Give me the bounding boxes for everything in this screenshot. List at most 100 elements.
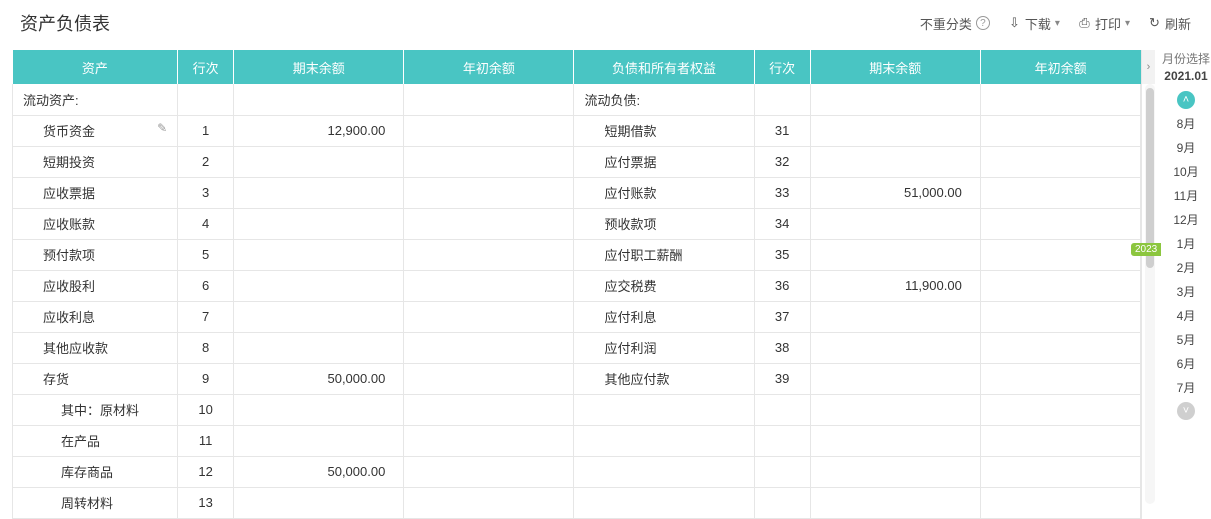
end-balance2-cell: 51,000.00 bbox=[810, 177, 980, 208]
end-balance-cell bbox=[234, 487, 404, 518]
download-button[interactable]: ⇩ 下载 ▾ bbox=[1008, 14, 1060, 33]
asset-cell: 其中：原材料 bbox=[13, 394, 178, 425]
table-row: 应收账款4预收款项34 bbox=[13, 208, 1141, 239]
chevron-down-icon: ▾ bbox=[1125, 18, 1130, 29]
begin-balance-cell bbox=[404, 487, 574, 518]
begin-balance-cell bbox=[404, 332, 574, 363]
refresh-button[interactable]: ↻ 刷新 bbox=[1148, 14, 1191, 33]
begin-balance-cell bbox=[404, 394, 574, 425]
month-item[interactable]: 7月 bbox=[1177, 378, 1196, 397]
month-selector-label: 月份选择 bbox=[1161, 48, 1211, 69]
vertical-scrollbar[interactable] bbox=[1145, 84, 1155, 504]
month-item[interactable]: 6月 bbox=[1177, 354, 1196, 373]
end-balance2-cell bbox=[810, 239, 980, 270]
begin-balance2-cell bbox=[980, 115, 1140, 146]
begin-balance-cell bbox=[404, 239, 574, 270]
line-cell bbox=[178, 84, 234, 115]
table-row: 应收利息7应付利息37 bbox=[13, 301, 1141, 332]
chevron-up-icon: ˄ bbox=[1183, 94, 1189, 106]
edit-icon[interactable]: ✎ bbox=[157, 121, 167, 135]
chevron-down-icon: ˅ bbox=[1183, 405, 1189, 417]
month-item[interactable]: 4月 bbox=[1177, 306, 1196, 325]
line2-cell bbox=[754, 84, 810, 115]
line-cell: 9 bbox=[178, 363, 234, 394]
month-item[interactable]: 10月 bbox=[1173, 162, 1198, 181]
balance-sheet-table: 资产 行次 期末余额 年初余额 负债和所有者权益 行次 期末余额 年初余额 流动… bbox=[12, 50, 1142, 519]
reclassify-toggle[interactable]: 不重分类 ? bbox=[920, 14, 990, 33]
month-item[interactable]: 5月 bbox=[1177, 330, 1196, 349]
end-balance-cell bbox=[234, 394, 404, 425]
liab-cell: 应交税费 bbox=[574, 270, 754, 301]
liab-cell: 流动负债: bbox=[574, 84, 754, 115]
begin-balance-cell bbox=[404, 115, 574, 146]
month-selector-year: 2021.01 bbox=[1161, 69, 1211, 87]
end-balance-cell: 12,900.00 bbox=[234, 115, 404, 146]
refresh-label: 刷新 bbox=[1165, 14, 1191, 33]
page-title: 资产负债表 bbox=[20, 10, 110, 36]
line2-cell: 34 bbox=[754, 208, 810, 239]
line-cell: 13 bbox=[178, 487, 234, 518]
table-row: 库存商品1250,000.00 bbox=[13, 456, 1141, 487]
begin-balance2-cell bbox=[980, 425, 1140, 456]
year-badge[interactable]: 2023 bbox=[1131, 243, 1161, 256]
line-cell: 1 bbox=[178, 115, 234, 146]
line-cell: 2 bbox=[178, 146, 234, 177]
col-line: 行次 bbox=[178, 50, 234, 84]
download-icon: ⇩ bbox=[1008, 15, 1021, 31]
begin-balance-cell bbox=[404, 84, 574, 115]
reclassify-label: 不重分类 bbox=[920, 14, 972, 33]
table-row: 短期投资2应付票据32 bbox=[13, 146, 1141, 177]
asset-cell: 库存商品 bbox=[13, 456, 178, 487]
scroll-right-button[interactable]: › bbox=[1141, 50, 1155, 84]
month-item[interactable]: 9月 bbox=[1177, 138, 1196, 157]
begin-balance-cell bbox=[404, 270, 574, 301]
asset-cell[interactable]: 货币资金✎ bbox=[13, 115, 178, 146]
begin-balance2-cell bbox=[980, 394, 1140, 425]
month-item[interactable]: 8月 bbox=[1177, 114, 1196, 133]
end-balance-cell bbox=[234, 208, 404, 239]
end-balance2-cell bbox=[810, 456, 980, 487]
begin-balance-cell bbox=[404, 301, 574, 332]
line2-cell: 37 bbox=[754, 301, 810, 332]
end-balance2-cell bbox=[810, 115, 980, 146]
month-item[interactable]: 11月 bbox=[1174, 186, 1198, 205]
print-button[interactable]: ⎙ 打印 ▾ bbox=[1078, 14, 1130, 33]
end-balance2-cell bbox=[810, 84, 980, 115]
month-item[interactable]: 2月 bbox=[1177, 258, 1196, 277]
end-balance2-cell bbox=[810, 363, 980, 394]
month-item[interactable]: 3月 bbox=[1177, 282, 1196, 301]
begin-balance-cell bbox=[404, 208, 574, 239]
end-balance-cell bbox=[234, 177, 404, 208]
line2-cell: 31 bbox=[754, 115, 810, 146]
begin-balance2-cell bbox=[980, 177, 1140, 208]
end-balance2-cell bbox=[810, 394, 980, 425]
begin-balance-cell bbox=[404, 146, 574, 177]
end-balance-cell bbox=[234, 84, 404, 115]
month-up-button[interactable]: ˄ bbox=[1177, 91, 1195, 109]
line2-cell: 32 bbox=[754, 146, 810, 177]
line2-cell: 33 bbox=[754, 177, 810, 208]
line-cell: 5 bbox=[178, 239, 234, 270]
end-balance-cell: 50,000.00 bbox=[234, 363, 404, 394]
month-down-button[interactable]: ˅ bbox=[1177, 402, 1195, 420]
line2-cell bbox=[754, 487, 810, 518]
help-icon[interactable]: ? bbox=[976, 16, 990, 30]
asset-cell: 应收票据 bbox=[13, 177, 178, 208]
liab-cell: 应付职工薪酬 bbox=[574, 239, 754, 270]
asset-cell: 短期投资 bbox=[13, 146, 178, 177]
table-row: 其他应收款8应付利润38 bbox=[13, 332, 1141, 363]
begin-balance2-cell bbox=[980, 301, 1140, 332]
month-item[interactable]: 12月 bbox=[1173, 210, 1198, 229]
liab-cell: 预收款项 bbox=[574, 208, 754, 239]
line-cell: 8 bbox=[178, 332, 234, 363]
line2-cell bbox=[754, 456, 810, 487]
end-balance2-cell bbox=[810, 208, 980, 239]
month-item[interactable]: 1月 bbox=[1177, 234, 1196, 253]
table-row: 在产品11 bbox=[13, 425, 1141, 456]
line2-cell: 35 bbox=[754, 239, 810, 270]
refresh-icon: ↻ bbox=[1148, 15, 1161, 31]
line-cell: 12 bbox=[178, 456, 234, 487]
scrollbar-thumb[interactable] bbox=[1146, 88, 1154, 268]
begin-balance2-cell bbox=[980, 270, 1140, 301]
line-cell: 7 bbox=[178, 301, 234, 332]
